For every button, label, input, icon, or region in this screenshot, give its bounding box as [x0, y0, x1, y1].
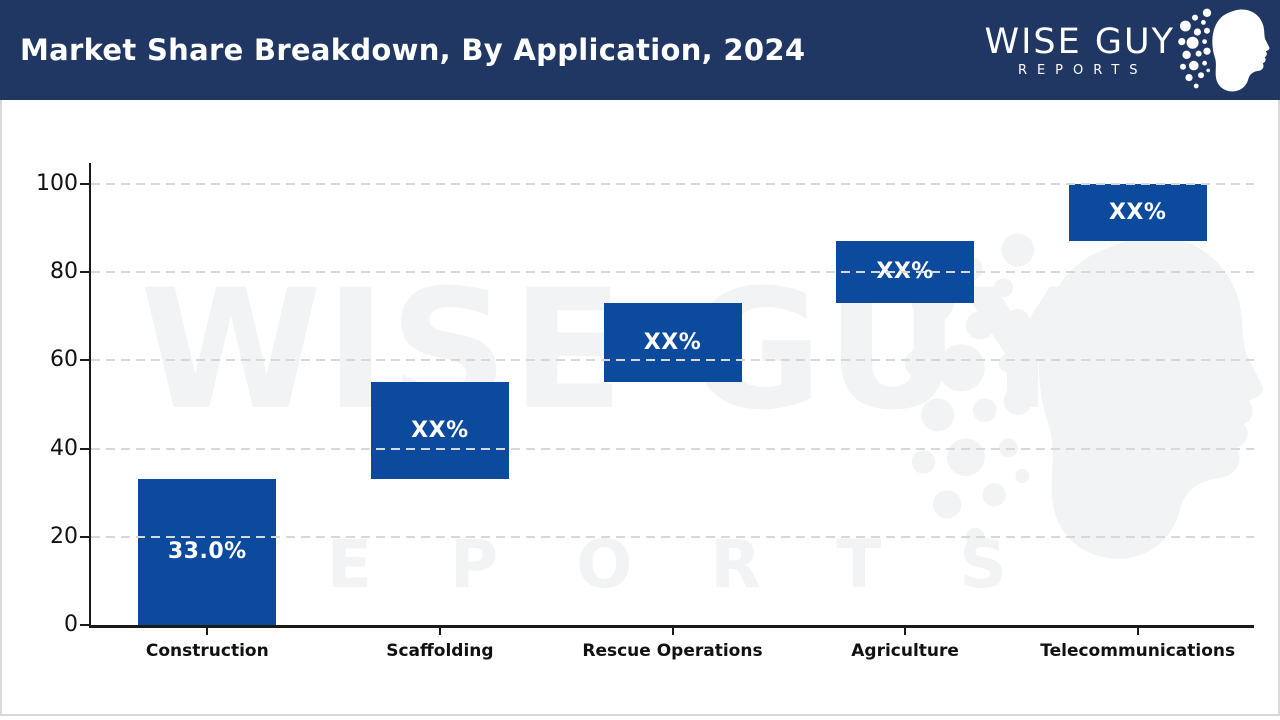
bar-segment: XX%	[603, 303, 742, 383]
y-tick-label: 0	[64, 612, 78, 637]
x-tick-label: Rescue Operations	[582, 641, 763, 661]
gridline	[91, 535, 1254, 538]
y-tick-label: 60	[50, 347, 78, 373]
gridline	[91, 447, 1254, 450]
x-tick-label: Construction	[145, 641, 269, 661]
x-tick-mark	[1136, 628, 1139, 635]
plot-area: 0 20 40 60 80 100 33.0% Construction XX% Scaffold…	[36, 163, 1254, 661]
brand-logo: WISE GUY REPORTS	[984, 8, 1270, 92]
logo-wordmark: WISE GUY	[984, 22, 1175, 63]
bar-value-label: XX%	[411, 417, 469, 443]
gridline	[91, 271, 1254, 274]
x-tick-label: Agriculture	[851, 641, 959, 661]
x-tick-label: Scaffolding	[386, 641, 494, 661]
x-tick-mark	[671, 628, 674, 635]
y-tick-label: 100	[36, 171, 78, 196]
x-tick-mark	[438, 628, 441, 635]
header: Market Share Breakdown, By Application, …	[0, 0, 1280, 100]
bar-value-label: 33.0%	[167, 539, 247, 565]
y-tick-mark	[80, 535, 89, 538]
y-tick-mark	[80, 271, 89, 274]
bar-segment: XX%	[370, 382, 509, 480]
y-tick-mark	[80, 183, 89, 185]
brand-logo-text: WISE GUY REPORTS	[984, 22, 1175, 77]
x-tick-mark	[206, 628, 209, 635]
page-title: Market Share Breakdown, By Application, …	[20, 33, 806, 67]
bar-value-label: XX%	[1108, 199, 1167, 225]
x-tick-mark	[904, 628, 907, 635]
gridline	[91, 359, 1254, 362]
bar-value-label: XX%	[643, 329, 702, 355]
gridline	[91, 183, 1254, 185]
bar-segment: XX%	[1068, 184, 1207, 242]
y-tick-label: 40	[50, 435, 78, 461]
bar-segment: 33.0%	[138, 479, 277, 625]
y-tick-label: 20	[50, 523, 78, 549]
y-tick-label: 80	[50, 259, 78, 285]
y-tick-mark	[80, 359, 89, 362]
x-tick-label: Telecommunications	[1040, 641, 1236, 661]
face-profile-dots-icon	[1178, 8, 1270, 92]
y-tick-mark	[80, 624, 89, 626]
chart-panel: WISE GUY REPORTS 0 20 40 60 80 100 33.0% Constr…	[0, 100, 1280, 716]
logo-subtext: REPORTS	[1017, 62, 1148, 78]
y-tick-mark	[80, 447, 89, 450]
